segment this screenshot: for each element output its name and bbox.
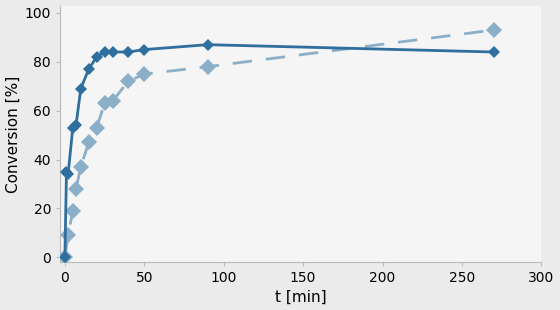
Y-axis label: Conversion [%]: Conversion [%] <box>6 75 21 193</box>
X-axis label: t [min]: t [min] <box>275 290 326 304</box>
